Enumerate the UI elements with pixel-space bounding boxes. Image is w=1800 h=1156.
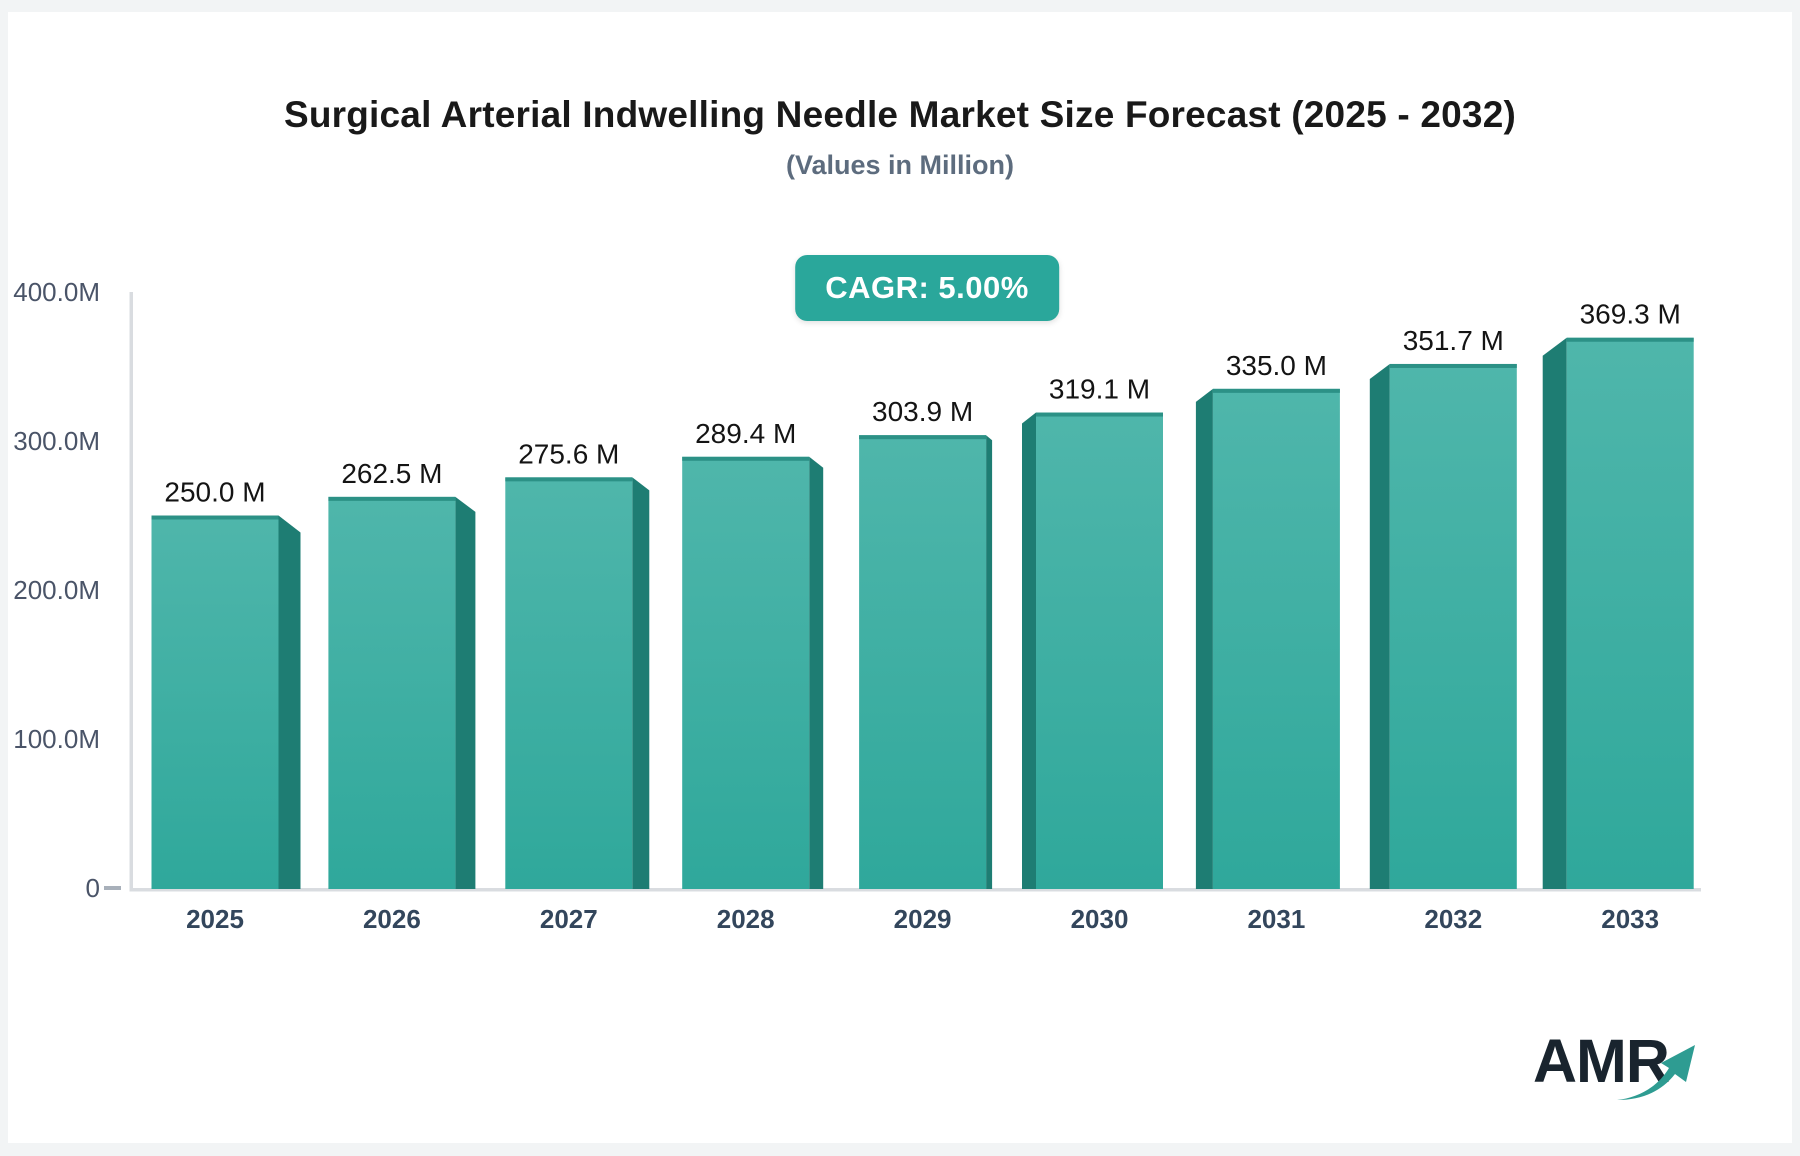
bar-value-label: 351.7 M	[1403, 325, 1504, 356]
bar-value-label: 303.9 M	[872, 396, 973, 427]
bar	[1036, 412, 1163, 889]
x-axis-year-label: 2030	[1071, 904, 1129, 934]
bar	[151, 515, 279, 889]
x-axis-year-label: 2028	[717, 904, 775, 934]
bar-value-label: 275.6 M	[518, 438, 619, 469]
y-tick-label: 300.0M	[13, 426, 100, 456]
y-axis-line	[129, 292, 133, 891]
bar-top-edge	[151, 515, 279, 520]
bar-side-face	[455, 496, 476, 889]
x-axis-year-label: 2033	[1601, 904, 1659, 934]
chart-subtitle: (Values in Million)	[785, 150, 1015, 180]
bar-side-face	[1022, 412, 1036, 889]
bar-side-face	[1542, 337, 1567, 889]
x-axis-year-label: 2031	[1247, 904, 1305, 934]
x-axis-year-label: 2027	[540, 904, 598, 934]
bar	[682, 456, 810, 889]
bar	[505, 477, 633, 889]
bar-side-face	[278, 515, 301, 889]
bar-value-label: 369.3 M	[1580, 299, 1681, 330]
x-axis-year-label: 2025	[186, 904, 244, 934]
x-axis-year-label: 2026	[363, 904, 421, 934]
zero-tick-dash	[104, 886, 121, 890]
bar	[859, 435, 987, 889]
bar-top-edge	[505, 477, 633, 482]
growth-arrow-icon	[1617, 1045, 1695, 1100]
x-axis-line	[129, 888, 1701, 892]
bar-side-face	[986, 435, 993, 889]
bar-top-edge	[1566, 337, 1694, 342]
bar	[1566, 337, 1694, 889]
bar-top-edge	[1389, 363, 1517, 368]
bar-value-label: 319.1 M	[1049, 374, 1150, 405]
bar-value-label: 289.4 M	[695, 418, 796, 449]
y-tick-label: 400.0M	[13, 277, 100, 307]
bar-top-edge	[1212, 388, 1340, 393]
bar-side-face	[1195, 388, 1213, 889]
bar-side-face	[632, 477, 650, 889]
y-tick-label: 200.0M	[13, 575, 100, 605]
x-axis-year-label: 2032	[1424, 904, 1482, 934]
bar-side-face	[1369, 363, 1390, 889]
bar-value-label: 335.0 M	[1226, 350, 1327, 381]
bar-top-edge	[1036, 412, 1163, 417]
bar-top-edge	[328, 496, 456, 501]
bar-top-edge	[859, 435, 987, 440]
bar-side-face	[809, 456, 824, 889]
bar-value-label: 262.5 M	[341, 458, 442, 489]
bar	[1389, 363, 1517, 889]
y-tick-label: 100.0M	[13, 724, 100, 754]
bar-value-label: 250.0 M	[164, 477, 265, 508]
bar-top-edge	[682, 456, 810, 461]
x-axis-year-label: 2029	[894, 904, 952, 934]
chart-title: Surgical Arterial Indwelling Needle Mark…	[283, 94, 1517, 135]
cagr-badge: CAGR: 5.00%	[795, 255, 1059, 321]
amr-logo: AMR	[1533, 1026, 1733, 1116]
amr-logo-text: AMR	[1533, 1027, 1670, 1095]
y-tick-label: 0	[86, 873, 100, 903]
bar	[328, 496, 456, 889]
bar	[1212, 388, 1340, 889]
